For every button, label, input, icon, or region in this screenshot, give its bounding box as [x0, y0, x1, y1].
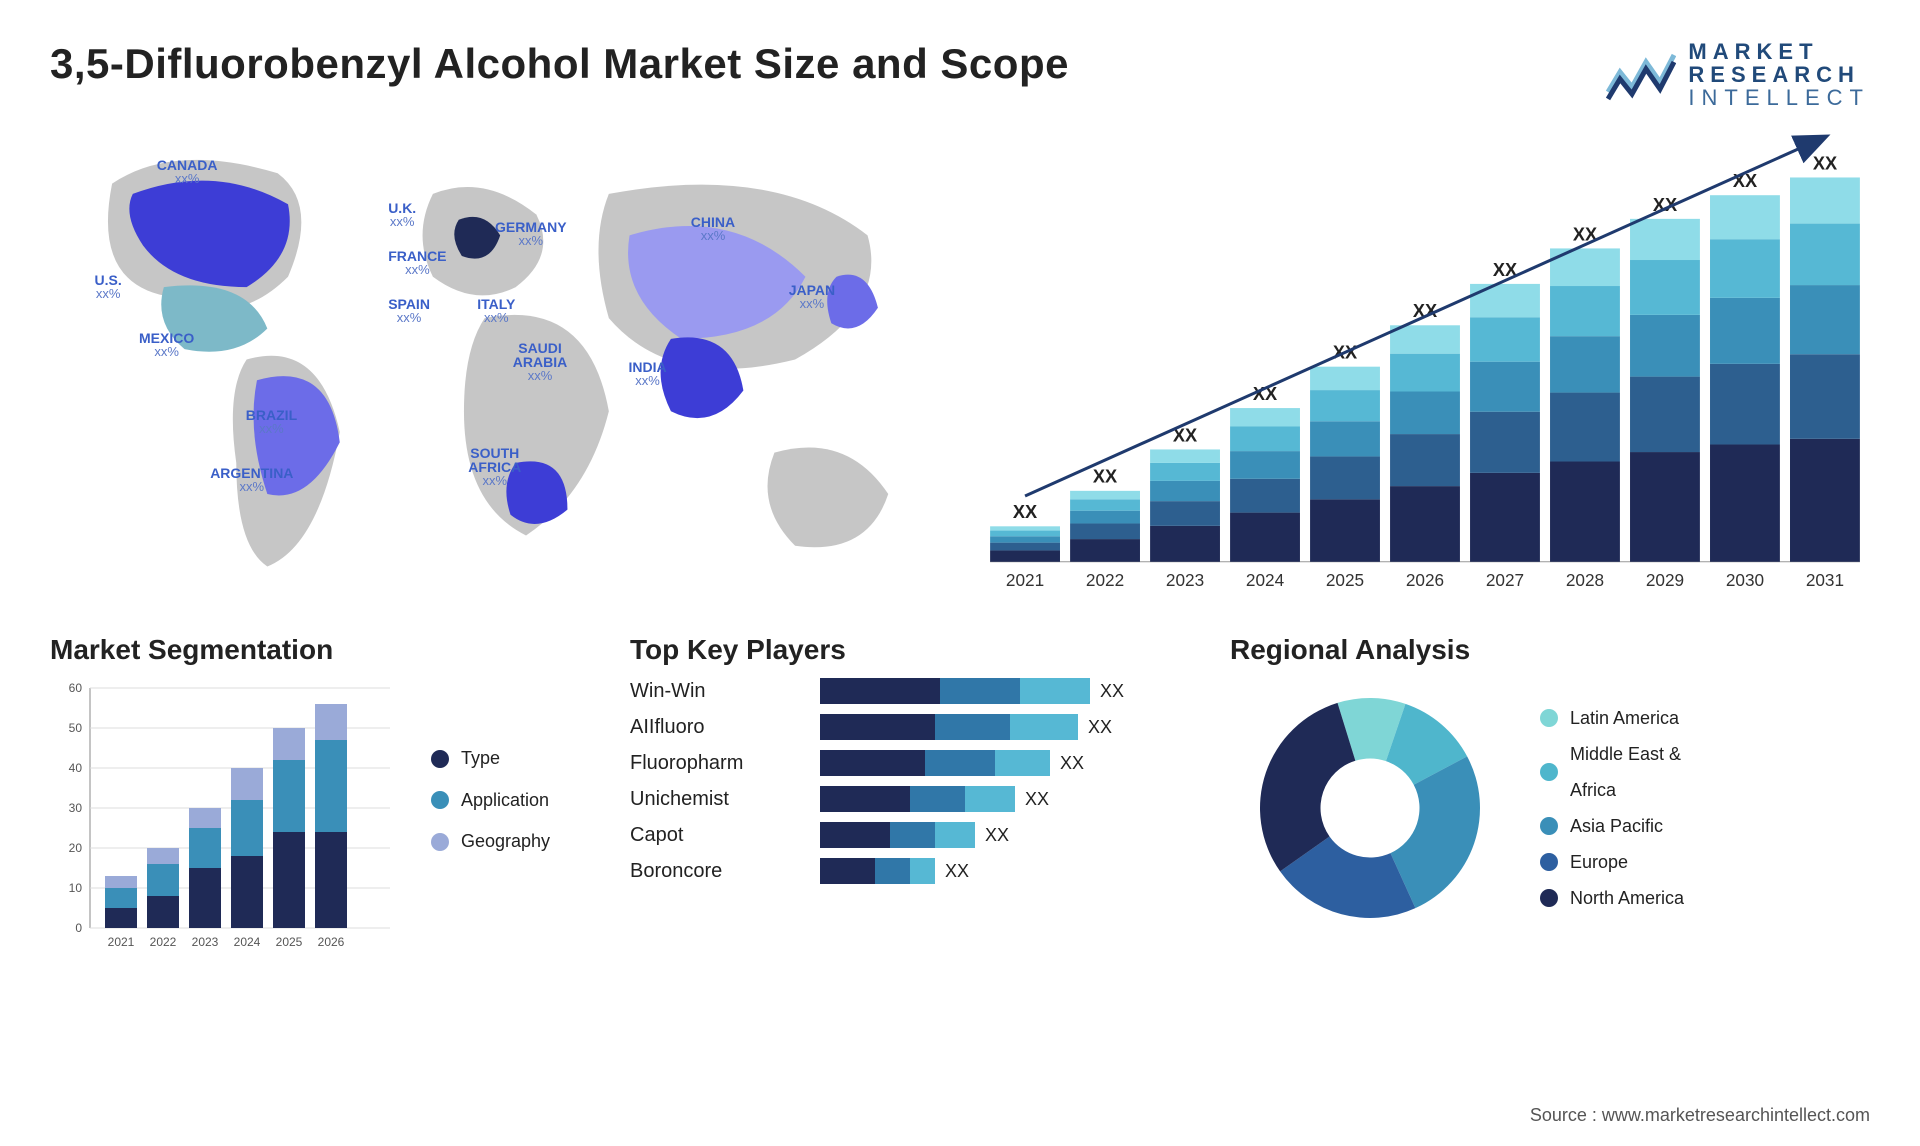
- player-value: XX: [945, 861, 969, 882]
- map-label: CHINAxx%: [691, 215, 735, 242]
- map-label: ITALYxx%: [477, 297, 515, 324]
- player-value: XX: [1060, 753, 1084, 774]
- player-bar: XX: [820, 750, 1190, 776]
- legend-item: Europe: [1540, 844, 1684, 880]
- legend-item: Application: [431, 780, 550, 821]
- map-label: INDIAxx%: [629, 360, 667, 387]
- svg-text:2029: 2029: [1646, 570, 1684, 590]
- svg-text:XX: XX: [1813, 154, 1837, 174]
- regional-section: Regional Analysis Latin AmericaMiddle Ea…: [1230, 634, 1870, 958]
- map-label: MEXICOxx%: [139, 331, 194, 358]
- legend-item: Type: [431, 738, 550, 779]
- growth-bar-chart: XX2021XX2022XX2023XX2024XX2025XX2026XX20…: [980, 119, 1870, 600]
- svg-text:10: 10: [69, 881, 83, 895]
- svg-text:2022: 2022: [150, 935, 177, 949]
- svg-text:60: 60: [69, 681, 83, 695]
- players-title: Top Key Players: [630, 634, 1190, 666]
- svg-text:20: 20: [69, 841, 83, 855]
- player-value: XX: [1100, 681, 1124, 702]
- svg-text:2023: 2023: [192, 935, 219, 949]
- legend-item: Middle East &Africa: [1540, 736, 1684, 808]
- svg-text:0: 0: [75, 921, 82, 935]
- svg-text:XX: XX: [1013, 503, 1037, 523]
- svg-text:2025: 2025: [276, 935, 303, 949]
- map-label: U.S.xx%: [95, 273, 122, 300]
- legend-item: Geography: [431, 821, 550, 862]
- player-value: XX: [985, 825, 1009, 846]
- player-name: Win-Win: [630, 680, 810, 703]
- svg-text:2027: 2027: [1486, 570, 1524, 590]
- player-value: XX: [1025, 789, 1049, 810]
- logo-text: MARKET RESEARCH INTELLECT: [1688, 40, 1870, 109]
- legend-item: Asia Pacific: [1540, 808, 1684, 844]
- segmentation-chart: 0 10 20 30 40 50 60 2021 2022 2023 2024 2025 2026 Ty…: [50, 678, 590, 958]
- player-bar: XX: [820, 822, 1190, 848]
- svg-text:2024: 2024: [234, 935, 261, 949]
- map-label: U.K.xx%: [388, 201, 416, 228]
- logo-mark-icon: [1606, 47, 1676, 102]
- svg-text:2028: 2028: [1566, 570, 1604, 590]
- map-label: SPAINxx%: [388, 297, 430, 324]
- regional-title: Regional Analysis: [1230, 634, 1870, 666]
- player-name: Boroncore: [630, 860, 810, 883]
- legend-item: Latin America: [1540, 700, 1684, 736]
- brand-logo: MARKET RESEARCH INTELLECT: [1606, 40, 1870, 109]
- svg-text:50: 50: [69, 721, 83, 735]
- svg-text:2031: 2031: [1806, 570, 1844, 590]
- svg-text:2026: 2026: [1406, 570, 1444, 590]
- world-map-svg: [50, 119, 940, 600]
- player-name: Capot: [630, 824, 810, 847]
- svg-text:30: 30: [69, 801, 83, 815]
- player-bar: XX: [820, 786, 1190, 812]
- players-section: Top Key Players Win-Win XX AIIfluoro XX Fluo…: [630, 634, 1190, 958]
- regional-legend: Latin AmericaMiddle East &AfricaAsia Pac…: [1540, 700, 1684, 916]
- player-bar: XX: [820, 678, 1190, 704]
- player-name: Unichemist: [630, 788, 810, 811]
- map-label: JAPANxx%: [789, 283, 835, 310]
- svg-text:2030: 2030: [1726, 570, 1764, 590]
- segmentation-section: Market Segmentation 0 10 20 30 40 50 60 2021 202…: [50, 634, 590, 958]
- player-name: Fluoropharm: [630, 752, 810, 775]
- player-value: XX: [1088, 717, 1112, 738]
- map-label: BRAZILxx%: [246, 408, 297, 435]
- segmentation-title: Market Segmentation: [50, 634, 590, 666]
- players-chart: Win-Win XX AIIfluoro XX Fluoropharm XX Unichem…: [630, 678, 1190, 884]
- world-map: CANADAxx% U.S.xx% MEXICOxx% BRAZILxx% ARGENT…: [50, 119, 940, 600]
- header: 3,5-Difluorobenzyl Alcohol Market Size a…: [50, 40, 1870, 109]
- source-text: Source : www.marketresearchintellect.com: [1530, 1105, 1870, 1126]
- map-label: FRANCExx%: [388, 249, 446, 276]
- donut-chart: [1230, 678, 1510, 938]
- svg-text:40: 40: [69, 761, 83, 775]
- map-label: SAUDIARABIAxx%: [513, 341, 567, 382]
- player-bar: XX: [820, 858, 1190, 884]
- svg-text:2026: 2026: [318, 935, 345, 949]
- svg-text:2025: 2025: [1326, 570, 1364, 590]
- svg-text:2024: 2024: [1246, 570, 1285, 590]
- page-title: 3,5-Difluorobenzyl Alcohol Market Size a…: [50, 40, 1069, 88]
- segmentation-legend: TypeApplicationGeography: [431, 738, 550, 862]
- svg-text:2021: 2021: [1006, 570, 1044, 590]
- map-label: SOUTHAFRICAxx%: [468, 446, 521, 487]
- legend-item: North America: [1540, 880, 1684, 916]
- map-label: CANADAxx%: [157, 158, 218, 185]
- player-bar: XX: [820, 714, 1190, 740]
- map-label: ARGENTINAxx%: [210, 466, 293, 493]
- player-name: AIIfluoro: [630, 716, 810, 739]
- growth-svg: XX2021XX2022XX2023XX2024XX2025XX2026XX20…: [980, 119, 1870, 600]
- svg-text:2022: 2022: [1086, 570, 1124, 590]
- svg-text:2023: 2023: [1166, 570, 1204, 590]
- svg-text:XX: XX: [1093, 467, 1117, 487]
- map-label: GERMANYxx%: [495, 220, 567, 247]
- svg-text:2021: 2021: [108, 935, 135, 949]
